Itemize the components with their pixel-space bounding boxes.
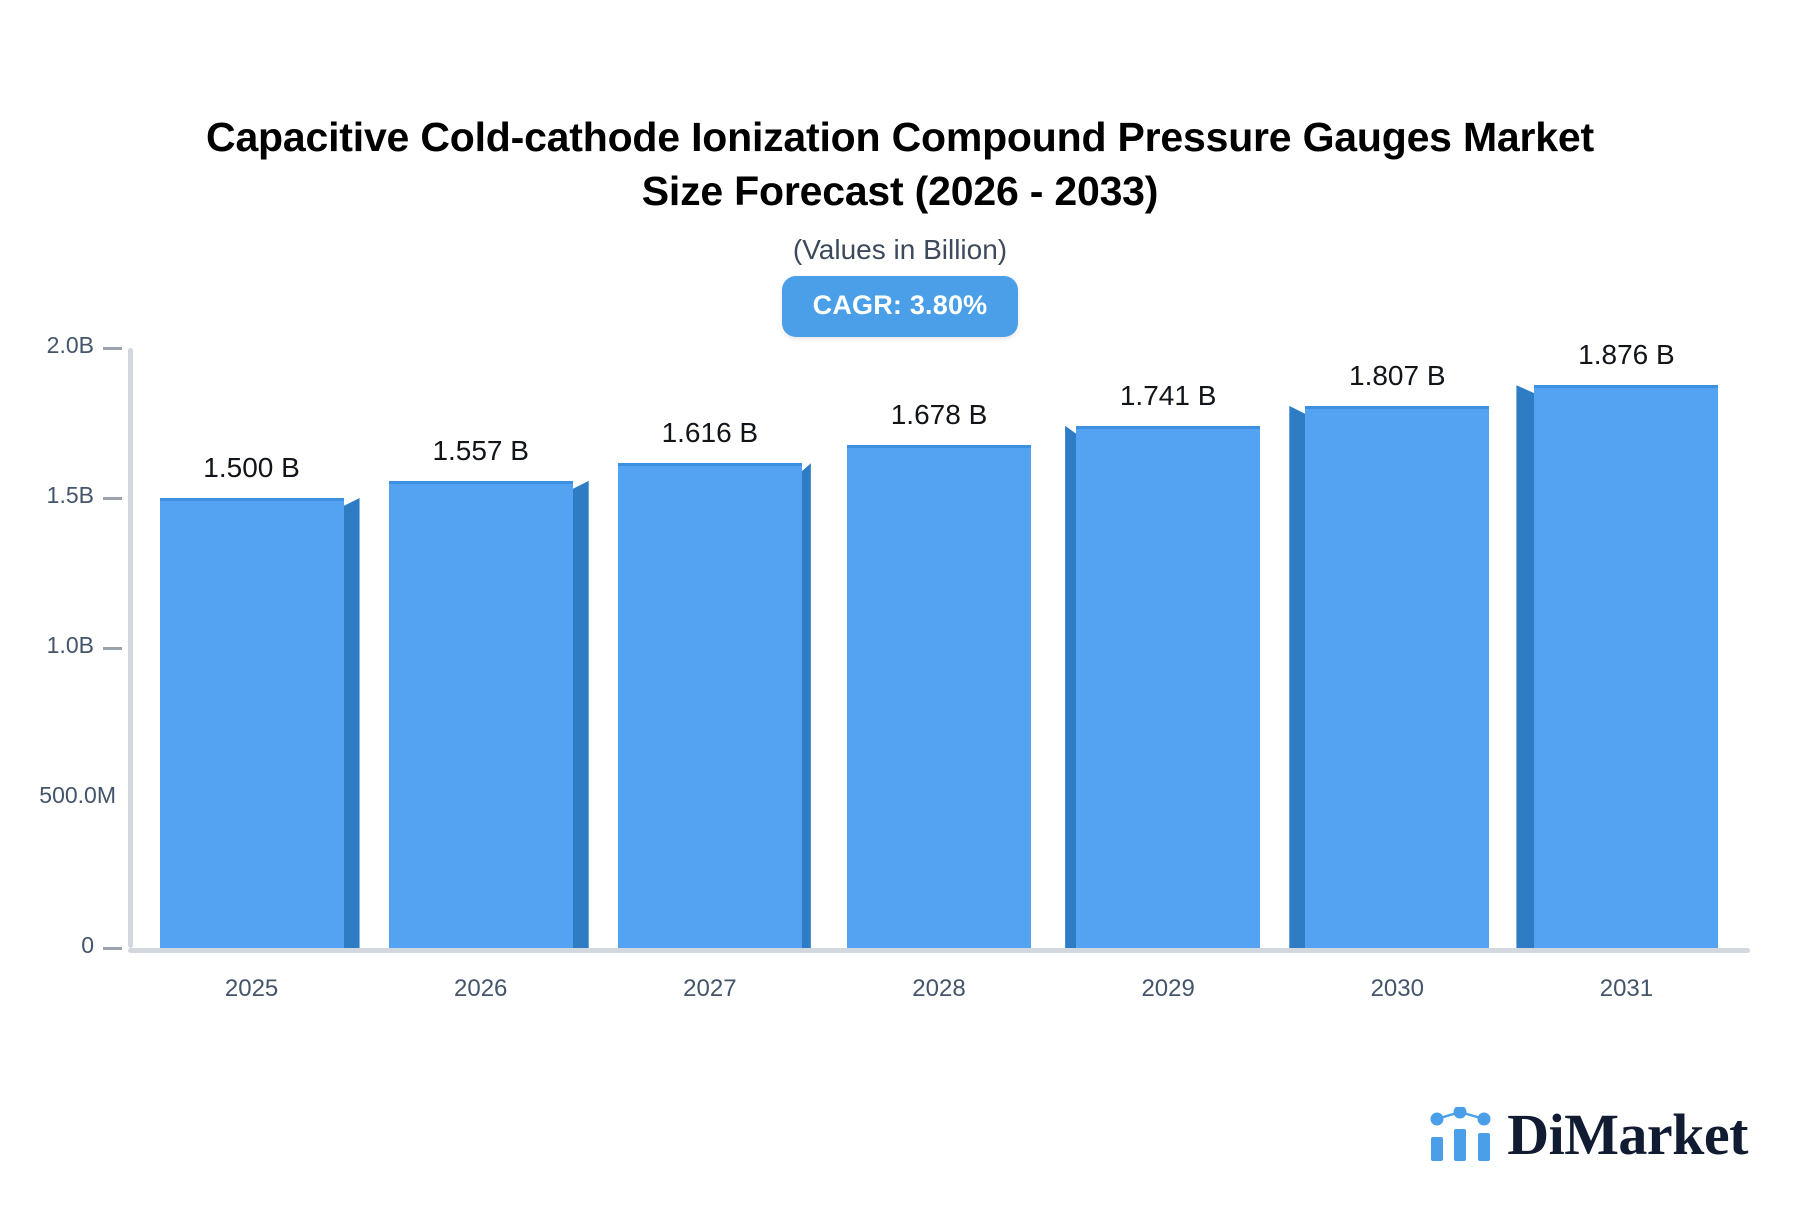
- bar-slot-2025: 1.500 B: [137, 348, 366, 948]
- y-tick-label: 1.5B: [46, 482, 94, 508]
- bar-side-face: [1065, 425, 1077, 948]
- bar-slot-2028: 1.678 B: [824, 348, 1053, 948]
- x-tick-label-2029: 2029: [1141, 975, 1195, 1002]
- bar-value-label: 1.876 B: [1578, 339, 1675, 371]
- y-tick-label: 1.0B: [46, 632, 94, 658]
- y-tick-label: 2.0B: [46, 332, 94, 358]
- bar-value-label: 1.557 B: [432, 434, 529, 466]
- y-tick-dash: [103, 347, 122, 350]
- bar-value-label: 1.616 B: [661, 417, 759, 449]
- bar-front-face: [1305, 405, 1490, 948]
- bar-value-label: 1.807 B: [1349, 359, 1446, 391]
- bar-chart-icon: [1430, 1107, 1491, 1161]
- bar-value-label: 1.500 B: [203, 452, 300, 483]
- x-tick-label-2031: 2031: [1599, 975, 1654, 1002]
- x-tick-label-2025: 2025: [224, 975, 279, 1002]
- x-tick-label-2028: 2028: [912, 975, 966, 1002]
- bar-front-face: [846, 444, 1031, 948]
- bar-slot-2030: 1.807 B: [1283, 348, 1512, 948]
- brand-logo: DiMarket: [1429, 1106, 1748, 1164]
- y-tick-label: 500.0M: [39, 782, 116, 808]
- bar-slot-2027: 1.616 B: [595, 348, 824, 948]
- bar-2025[interactable]: 1.500 B: [159, 452, 360, 948]
- cagr-badge: CAGR: 3.80%: [781, 276, 1019, 338]
- plot-area: 2.0B 1.5B 1.0B 500.0M 0 1.500 B: [39, 332, 1750, 958]
- cagr-row: CAGR: 3.80%: [0, 276, 1800, 338]
- y-tick-dash: [103, 647, 122, 650]
- bar-series: 1.500 B 1.557 B 1.616 B: [128, 339, 1750, 948]
- bar-slot-2029: 1.741 B: [1054, 348, 1283, 948]
- bar-side-face: [572, 480, 589, 948]
- y-tick-dash: [103, 497, 122, 500]
- bar-side-face: [801, 463, 811, 948]
- bar-2031[interactable]: 1.876 B: [1516, 339, 1719, 948]
- y-tick-label: 0: [81, 932, 94, 958]
- bar-front-face: [388, 480, 573, 948]
- chart-subtitle: (Values in Billion): [792, 234, 1008, 266]
- bar-2030[interactable]: 1.807 B: [1289, 360, 1490, 948]
- bar-side-face: [1516, 385, 1535, 948]
- bar-front-face: [617, 463, 802, 948]
- x-tick-label-2026: 2026: [454, 975, 508, 1002]
- bar-2028[interactable]: 1.678 B: [846, 399, 1031, 948]
- y-axis-line: [128, 348, 133, 948]
- bar-front-face: [159, 498, 344, 948]
- chart-header: Capacitive Cold-cathode Ionization Compo…: [0, 110, 1800, 338]
- bar-value-label: 1.741 B: [1119, 379, 1217, 411]
- bar-slot-2031: 1.876 B: [1512, 339, 1741, 948]
- x-axis-labels: 2025 2026 2027 2028 2029 2030 2031: [128, 975, 1750, 1003]
- x-tick-label-2027: 2027: [683, 975, 737, 1002]
- bar-value-label: 1.678 B: [890, 398, 988, 430]
- bar-side-face: [1289, 405, 1306, 948]
- y-tick-dash: [103, 947, 122, 950]
- bar-front-face: [1534, 385, 1719, 948]
- page-title: Capacitive Cold-cathode Ionization Compo…: [206, 114, 1594, 215]
- bar-2027[interactable]: 1.616 B: [617, 417, 811, 948]
- bar-2026[interactable]: 1.557 B: [388, 435, 589, 948]
- bar-2029[interactable]: 1.741 B: [1065, 380, 1261, 948]
- bar-side-face: [343, 498, 360, 948]
- bar-front-face: [1076, 425, 1261, 948]
- brand-name: DiMarket: [1507, 1102, 1748, 1167]
- x-tick-label-2030: 2030: [1370, 975, 1424, 1002]
- x-axis-line: [128, 948, 1750, 953]
- bar-slot-2026: 1.557 B: [366, 348, 595, 948]
